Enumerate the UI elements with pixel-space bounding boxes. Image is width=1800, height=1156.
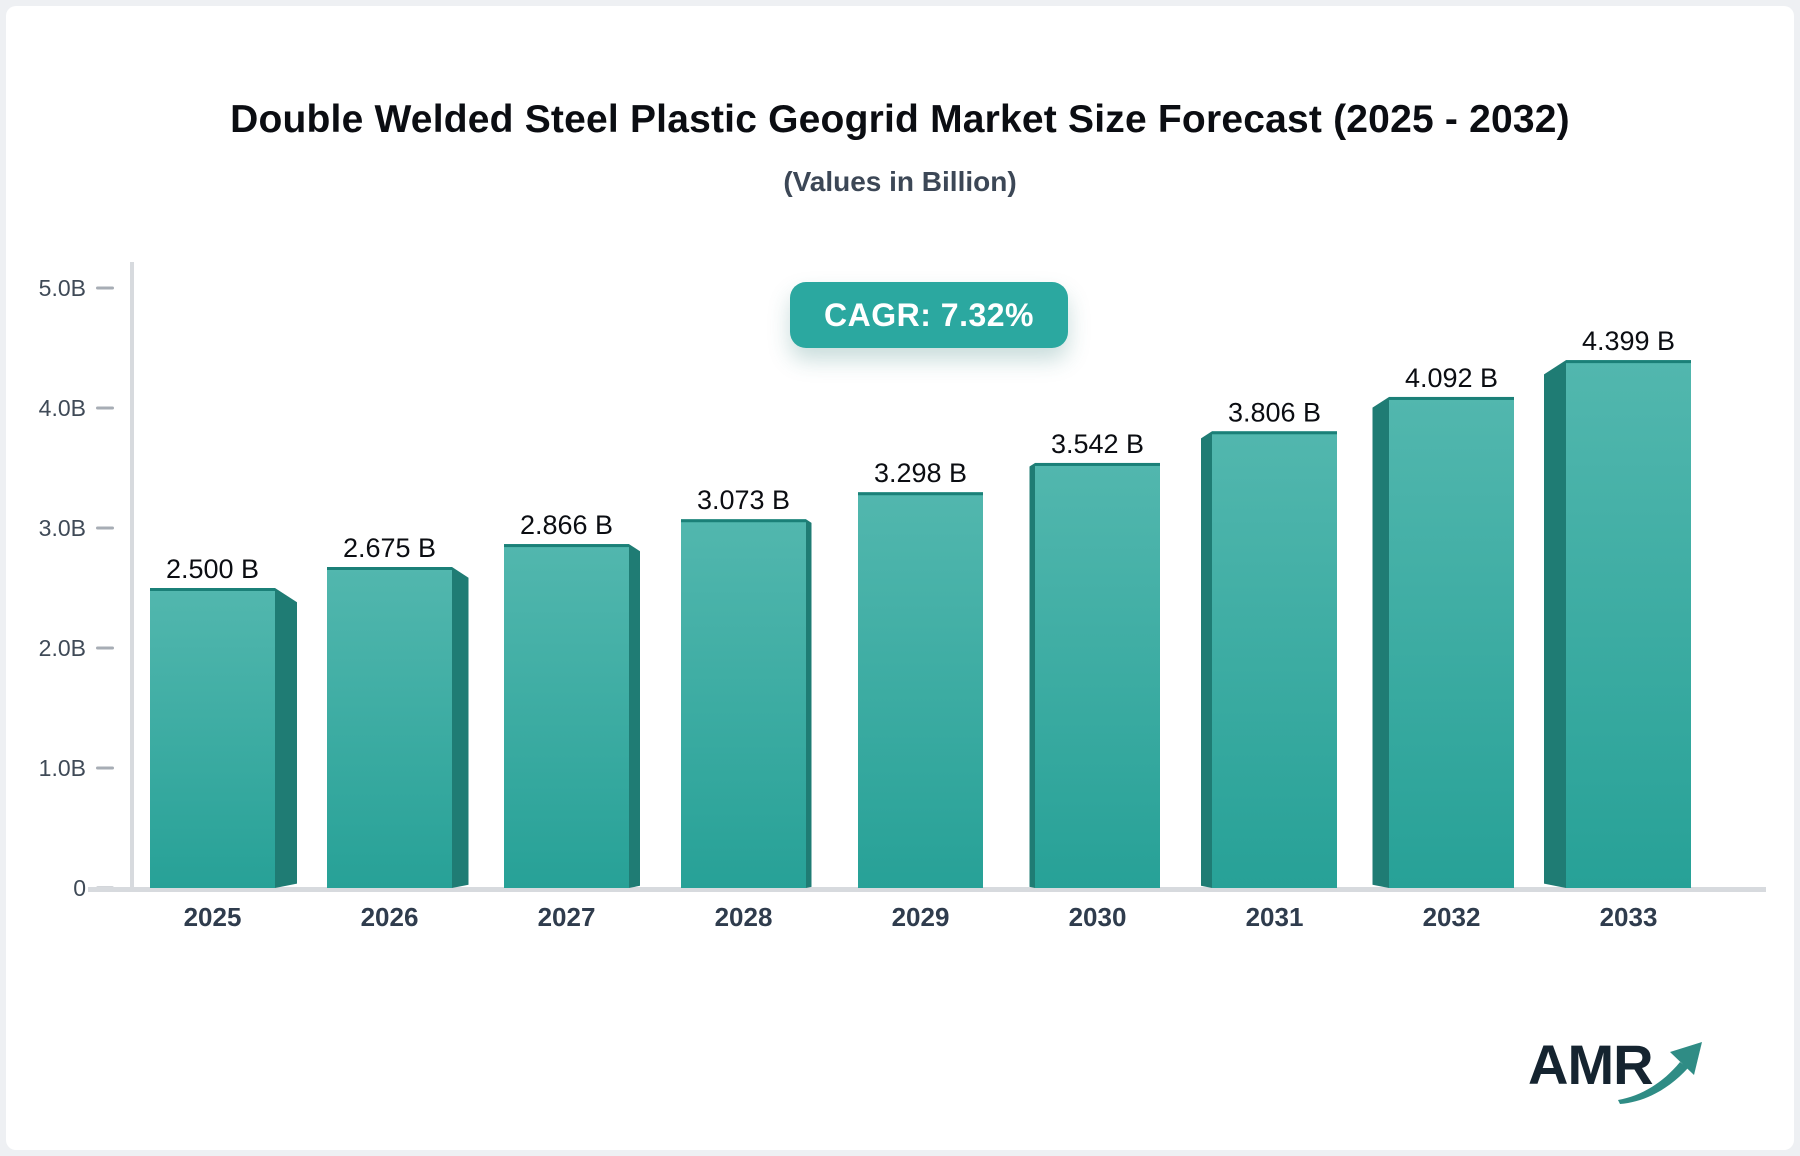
bar-value-label: 3.298 B — [874, 458, 967, 488]
x-axis-label: 2029 — [892, 902, 950, 932]
y-axis-tick — [96, 526, 114, 530]
bar-2026 — [327, 567, 452, 888]
bar-top-edge-2029 — [858, 492, 983, 496]
y-axis-tick — [96, 646, 114, 650]
cagr-badge: CAGR: 7.32% — [790, 282, 1068, 348]
y-axis-label: 3.0B — [39, 515, 86, 541]
y-axis-tick — [96, 286, 114, 290]
bar-value-label: 4.399 B — [1582, 326, 1675, 356]
y-axis-tick — [96, 406, 114, 410]
bar-top-edge-2032 — [1389, 396, 1514, 400]
bar-value-label: 3.073 B — [697, 485, 790, 515]
y-axis-label: 5.0B — [39, 275, 86, 301]
bar-top-edge-2025 — [150, 588, 275, 591]
bar-top-edge-2030 — [1035, 462, 1160, 466]
y-axis-label: 1.0B — [39, 755, 86, 781]
x-axis-line — [88, 887, 1766, 892]
x-axis-label: 2031 — [1246, 902, 1304, 932]
y-axis-line — [130, 262, 134, 890]
x-axis-label: 2030 — [1069, 902, 1127, 932]
x-axis-label: 2032 — [1423, 902, 1481, 932]
bar-top-edge-2033 — [1566, 360, 1691, 364]
bar-top-edge-2031 — [1212, 431, 1337, 435]
bar-2029 — [858, 492, 983, 888]
bar-side-face-2026 — [452, 567, 469, 888]
chart-subtitle: (Values in Billion) — [783, 166, 1017, 197]
amr-logo: AMR — [1528, 1032, 1718, 1112]
bar-value-label: 2.866 B — [520, 510, 613, 540]
bar-2028 — [681, 519, 806, 888]
y-axis-tick — [96, 766, 114, 770]
x-axis-label: 2026 — [361, 902, 419, 932]
bar-side-face-2033 — [1544, 360, 1566, 888]
bar-2025 — [150, 588, 275, 888]
y-axis-label: 4.0B — [39, 395, 86, 421]
amr-logo-arrow-icon — [1618, 1042, 1702, 1104]
bar-side-face-2027 — [629, 544, 640, 888]
bar-side-face-2025 — [275, 588, 297, 888]
x-axis-label: 2028 — [715, 902, 773, 932]
bar-value-label: 2.675 B — [343, 533, 436, 563]
amr-logo-text: AMR — [1528, 1033, 1654, 1096]
bar-2032 — [1389, 396, 1514, 888]
chart-title: Double Welded Steel Plastic Geogrid Mark… — [230, 98, 1570, 141]
bar-top-edge-2028 — [681, 519, 806, 523]
bar-top-edge-2027 — [504, 544, 629, 548]
bar-2031 — [1212, 431, 1337, 888]
y-axis-label: 0 — [73, 875, 86, 901]
cagr-badge-label: CAGR: 7.32% — [824, 296, 1034, 333]
x-axis-label: 2033 — [1600, 902, 1658, 932]
bar-side-face-2028 — [806, 519, 812, 888]
x-axis-label: 2025 — [184, 902, 242, 932]
bar-value-label: 2.500 B — [166, 554, 259, 584]
bar-top-edge-2026 — [327, 567, 452, 570]
bar-value-label: 3.806 B — [1228, 397, 1321, 427]
bar-side-face-2031 — [1201, 431, 1212, 888]
bar-2030 — [1035, 462, 1160, 888]
y-axis-label: 2.0B — [39, 635, 86, 661]
x-axis-label: 2027 — [538, 902, 596, 932]
bar-value-label: 3.542 B — [1051, 429, 1144, 459]
bar-2027 — [504, 544, 629, 888]
bar-2033 — [1566, 360, 1691, 888]
bar-side-face-2032 — [1372, 396, 1389, 888]
bar-value-label: 4.092 B — [1405, 363, 1498, 393]
bar-side-face-2030 — [1029, 462, 1035, 888]
